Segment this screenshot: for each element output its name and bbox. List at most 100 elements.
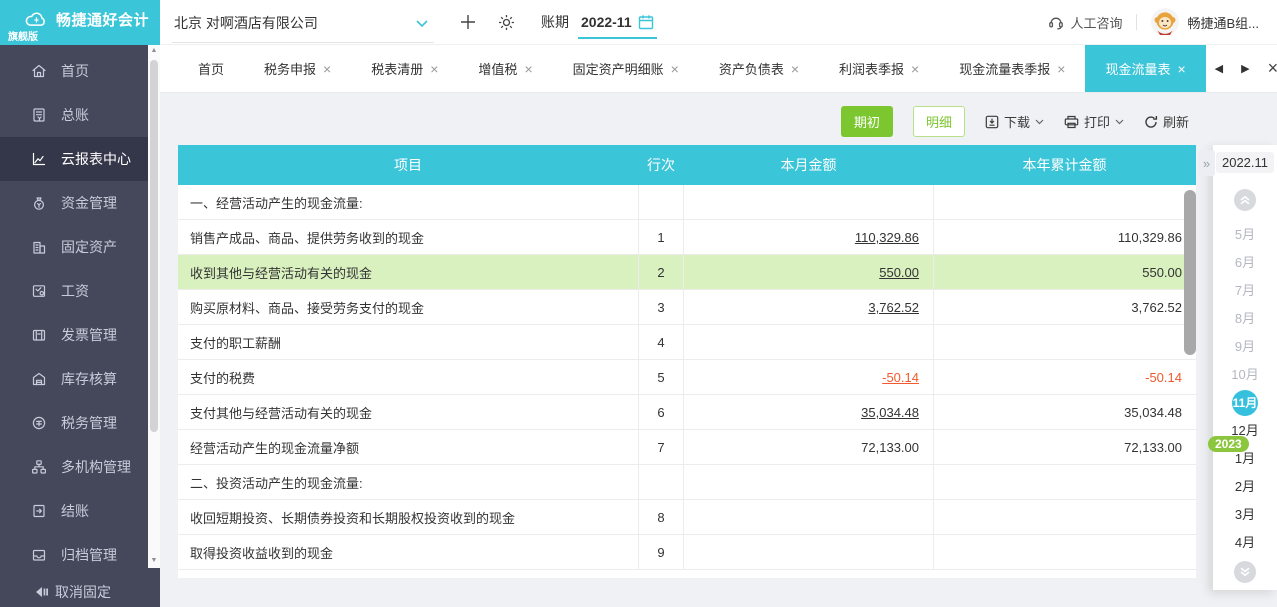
refresh-button[interactable]: 刷新 (1144, 112, 1189, 131)
sidebar-unpin-button[interactable]: 取消固定 (0, 577, 160, 607)
sidebar-item-multi-org[interactable]: 多机构管理 (0, 445, 160, 489)
month-item[interactable]: 2月 (1234, 479, 1256, 494)
print-button[interactable]: 打印 (1064, 112, 1124, 131)
table-row[interactable]: 销售产成品、商品、提供劳务收到的现金 1 110,329.86 110,329.86 (178, 220, 1196, 255)
tab-close-icon[interactable]: × (670, 60, 679, 77)
month-item[interactable]: 12月 (1231, 423, 1259, 438)
month-item[interactable]: 7月 (1234, 283, 1256, 298)
download-button[interactable]: 下载 (985, 112, 1044, 131)
month-item[interactable]: 4月 (1234, 535, 1256, 550)
content-area: 期初 明细 下载 打印 (160, 93, 1277, 607)
sidebar-item-invoice[interactable]: 发票管理 (0, 313, 160, 357)
tab-close-icon[interactable]: × (323, 60, 332, 77)
month-item[interactable]: 11月 (1213, 389, 1277, 417)
refresh-label: 刷新 (1162, 115, 1189, 130)
table-row[interactable]: 二、投资活动产生的现金流量: (178, 465, 1196, 500)
month-item[interactable]: 1月 (1234, 451, 1256, 466)
unpin-icon (34, 586, 49, 598)
headset-icon (1048, 14, 1064, 30)
period-picker[interactable]: 2022-11 (578, 14, 657, 39)
cell-item: 收回短期投资、长期债券投资和长期股权投资收到的现金 (190, 510, 516, 526)
sidebar-item-closing[interactable]: 结账 (0, 489, 160, 533)
table-row[interactable]: 支付的职工薪酬 4 (178, 325, 1196, 360)
table-row[interactable]: 一、经营活动产生的现金流量: (178, 185, 1196, 220)
tab-nav-controls: ◀ ▶ × (1206, 45, 1277, 92)
cell-month-amount[interactable]: 35,034.48 (861, 404, 919, 420)
table-scrollbar-thumb[interactable] (1184, 190, 1196, 355)
table-row[interactable]: 收到其他与经营活动有关的现金 2 550.00 550.00 (178, 255, 1196, 290)
company-selector[interactable]: 北京 对啊酒店有限公司 (172, 13, 434, 43)
support-button[interactable]: 人工咨询 (1048, 13, 1122, 32)
sidebar-item-general-ledger[interactable]: 总账 (0, 93, 160, 137)
sidebar-item-fixed-assets[interactable]: 固定资产 (0, 225, 160, 269)
table-row[interactable]: 支付其他与经营活动有关的现金 6 35,034.48 35,034.48 (178, 395, 1196, 430)
sidebar-item-funds[interactable]: 资金管理 (0, 181, 160, 225)
scroll-down-icon[interactable]: ▼ (150, 557, 158, 564)
table-row[interactable]: 收回短期投资、长期债券投资和长期股权投资收到的现金 8 (178, 500, 1196, 535)
column-header: 本年累计金额 (1022, 157, 1107, 173)
tab-close-icon[interactable]: × (1057, 60, 1066, 77)
close-all-tabs-icon[interactable]: × (1267, 58, 1277, 78)
tab-close-icon[interactable]: × (911, 60, 920, 77)
column-header: 行次 (647, 157, 675, 173)
months-scroll-up-icon[interactable] (1234, 189, 1256, 211)
tab-label: 固定资产明细账 (572, 62, 664, 77)
month-item[interactable]: 10月 (1231, 367, 1259, 382)
settings-gear-icon[interactable] (498, 14, 515, 31)
cell-month-amount[interactable]: -50.14 (882, 369, 919, 385)
tab-balance-sheet[interactable]: 资产负债表 × (699, 45, 819, 92)
cell-month-amount[interactable]: 550.00 (879, 264, 919, 280)
tab-scroll-left-icon[interactable]: ◀ (1214, 63, 1224, 75)
user-avatar[interactable] (1151, 8, 1180, 36)
brand-edition: 旗舰版 (8, 32, 38, 43)
tab-scroll-right-icon[interactable]: ▶ (1241, 63, 1250, 75)
sidebar-item-cloud-reports[interactable]: 云报表中心 (0, 137, 160, 181)
tab-fixed-asset-ledger[interactable]: 固定资产明细账 × (553, 45, 699, 92)
tab-close-icon[interactable]: × (1177, 60, 1186, 77)
table-footer-space (178, 570, 1196, 578)
table-row[interactable]: 购买原材料、商品、接受劳务支付的现金 3 3,762.52 3,762.52 (178, 290, 1196, 325)
sidebar-item-inventory[interactable]: 库存核算 (0, 357, 160, 401)
ledger-icon (30, 106, 48, 124)
tab-label: 现金流量表 (1105, 62, 1171, 77)
cell-month-amount[interactable]: 3,762.52 (868, 299, 919, 315)
detail-button[interactable]: 明细 (912, 106, 965, 137)
month-item[interactable]: 8月 (1234, 311, 1256, 326)
print-label: 打印 (1083, 115, 1110, 130)
tab-close-icon[interactable]: × (524, 60, 533, 77)
tab-label: 增值税 (478, 62, 518, 77)
user-name[interactable]: 畅捷通B组... (1187, 15, 1259, 31)
tab-cash-flow[interactable]: 现金流量表 × (1085, 45, 1206, 92)
sidebar-item-tax[interactable]: 税务管理 (0, 401, 160, 445)
sidebar-item-payroll[interactable]: 工资 (0, 269, 160, 313)
month-item[interactable]: 6月 (1234, 255, 1256, 270)
tab-close-icon[interactable]: × (790, 60, 800, 77)
add-account-button[interactable] (460, 14, 476, 30)
sidebar-item-archive[interactable]: 归档管理 (0, 533, 160, 577)
opening-balance-button[interactable]: 期初 (840, 106, 893, 137)
sidebar-nav: 首页总账 云报表中心 资金管理 固定资产 工资 发票管理 库存核算 税务管理 多机构管理 结账 归档… (0, 45, 160, 577)
month-item[interactable]: 5月 (1234, 227, 1256, 242)
month-item[interactable]: 9月 (1234, 339, 1256, 354)
chevron-down-icon (416, 19, 428, 27)
tab-vat[interactable]: 增值税 × (458, 45, 552, 92)
tab-cash-flow-quarterly[interactable]: 现金流量表季报 × (939, 45, 1085, 92)
table-row[interactable]: 取得投资收益收到的现金 9 (178, 535, 1196, 570)
collapse-panel-icon[interactable]: » (1198, 150, 1215, 176)
months-scroll-down-icon[interactable] (1234, 561, 1256, 583)
scroll-up-icon[interactable]: ▲ (150, 47, 158, 54)
sidebar-item-home[interactable]: 首页 (0, 49, 160, 93)
tab-tax-register[interactable]: 税表清册 × (351, 45, 458, 92)
tab-home[interactable]: 首页 (178, 45, 244, 92)
tab-tax-filing[interactable]: 税务申报 × (244, 45, 351, 92)
sidebar-scroll-thumb[interactable] (150, 60, 158, 432)
cell-item: 支付的职工薪酬 (190, 335, 282, 351)
tab-income-statement-quarterly[interactable]: 利润表季报 × (819, 45, 939, 92)
month-item[interactable]: 3月 (1234, 507, 1256, 522)
sidebar-scrollbar[interactable]: ▲ ▼ (148, 45, 160, 568)
table-row[interactable]: 支付的税费 5 -50.14 -50.14 (178, 360, 1196, 395)
tab-close-icon[interactable]: × (430, 60, 439, 77)
sidebar-item-label: 首页 (61, 63, 89, 79)
cell-month-amount[interactable]: 110,329.86 (854, 229, 919, 245)
table-row[interactable]: 经营活动产生的现金流量净额 7 72,133.00 72,133.00 (178, 430, 1196, 465)
